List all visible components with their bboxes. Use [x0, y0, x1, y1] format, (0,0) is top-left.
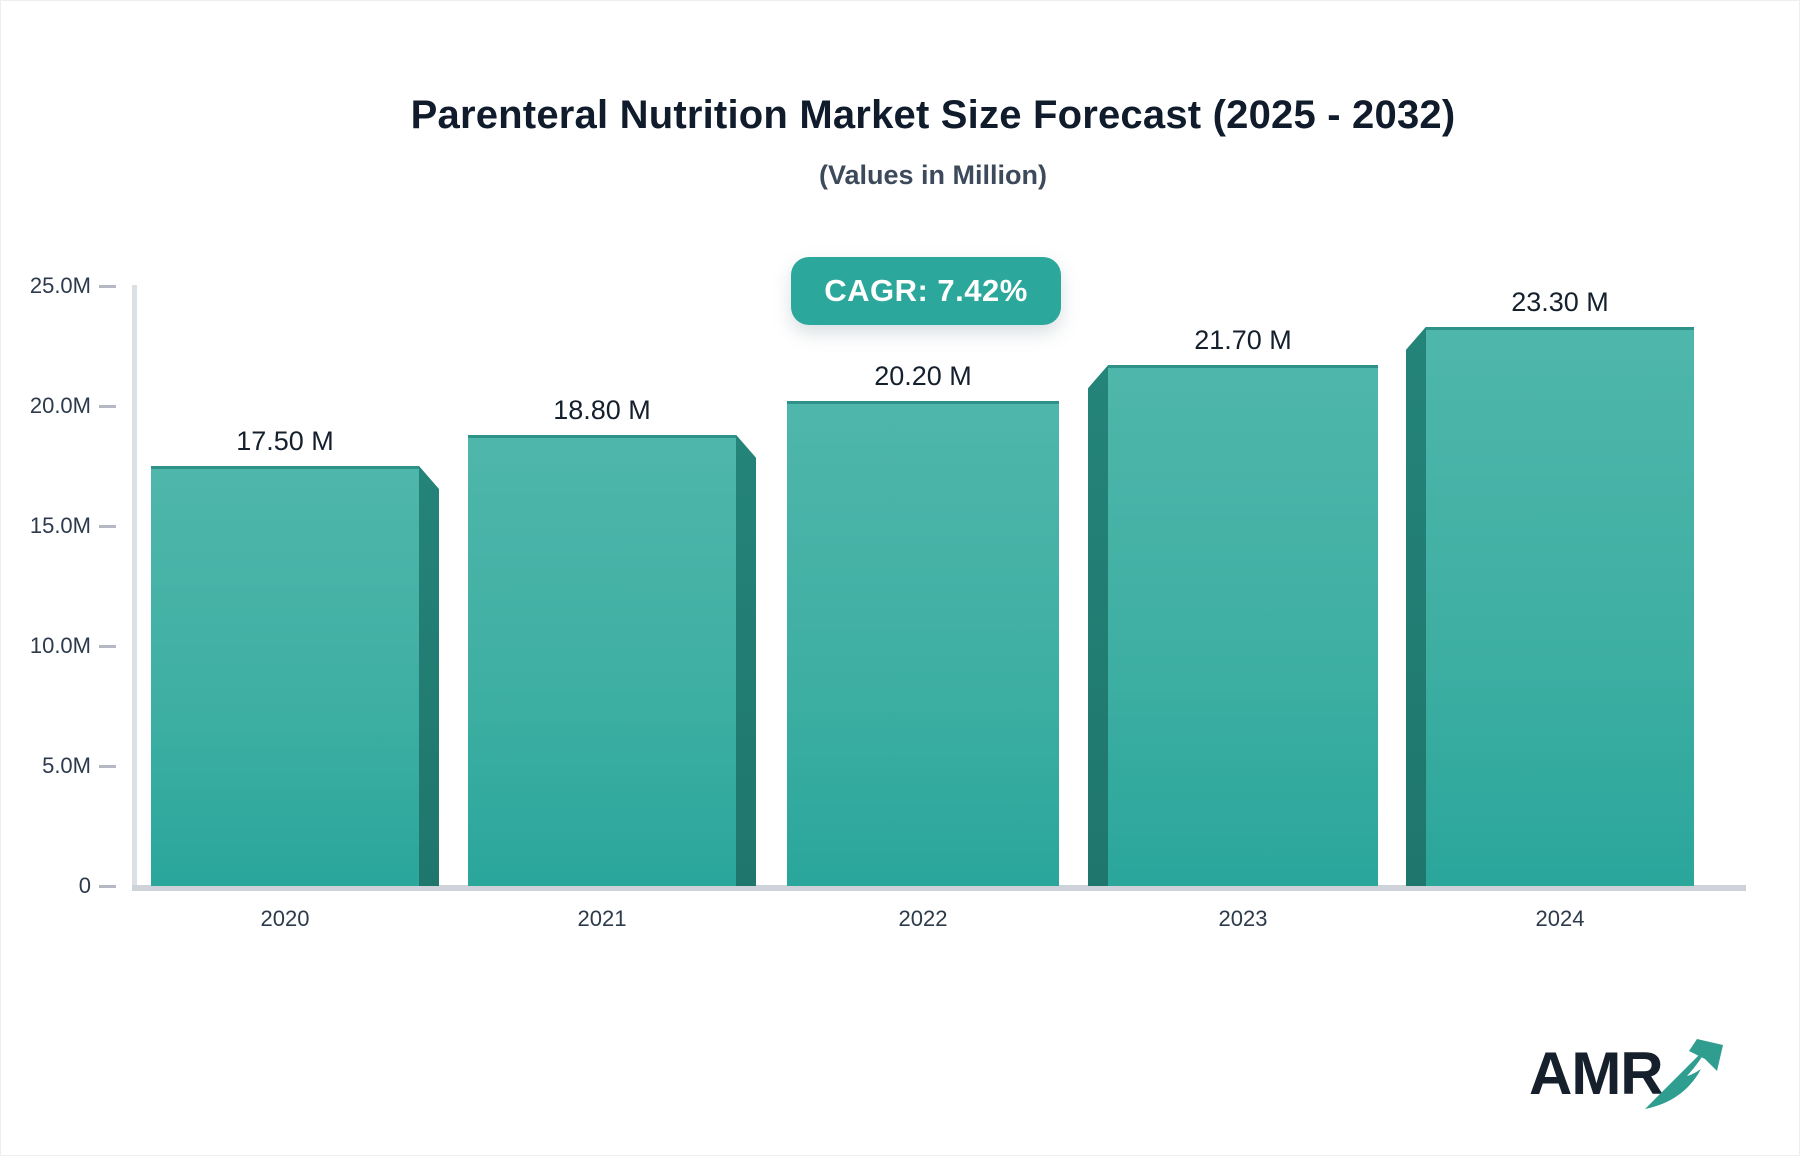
- bar-value-label-2024: 23.30 M: [1511, 286, 1609, 317]
- x-axis-label-2021: 2021: [577, 906, 627, 931]
- x-axis-label-2023: 2023: [1218, 906, 1268, 931]
- y-axis-tick-mark: [99, 765, 116, 768]
- y-axis-tick-mark: [99, 645, 116, 648]
- x-axis-label-2020: 2020: [260, 906, 310, 931]
- y-axis-tick-mark: [99, 525, 116, 528]
- bar-3d-side-2021: [736, 434, 756, 886]
- x-axis-label-2022: 2022: [898, 906, 948, 931]
- y-axis-tick-mark: [99, 885, 116, 888]
- y-axis-tick-mark: [99, 285, 116, 288]
- bar-2023: [1108, 365, 1378, 886]
- bar-value-label-2023: 21.70 M: [1194, 325, 1292, 356]
- growth-arrow-icon: [1645, 1039, 1723, 1109]
- amr-logo-text: AMR: [1529, 1040, 1664, 1107]
- bar-2022: [787, 401, 1059, 886]
- bar-2024: [1426, 326, 1694, 886]
- y-axis-tick-label: 20.0M: [29, 393, 91, 418]
- bar-value-label-2020: 17.50 M: [236, 426, 334, 456]
- y-axis-tick-label: 5.0M: [42, 753, 91, 778]
- x-axis-label-2024: 2024: [1535, 906, 1585, 931]
- bar-value-label-2021: 18.80 M: [553, 394, 651, 425]
- y-axis-tick-label: 25.0M: [29, 273, 91, 298]
- cagr-badge-label: CAGR: 7.42%: [824, 273, 1028, 308]
- cagr-badge: CAGR: 7.42%: [791, 257, 1061, 325]
- bar-2021: [468, 434, 736, 886]
- bar-3d-side-2023: [1088, 365, 1108, 886]
- bar-2020: [151, 466, 419, 886]
- y-axis-tick-mark: [99, 405, 116, 408]
- y-axis-tick-label: 10.0M: [29, 633, 91, 658]
- bar-3d-side-2020: [419, 466, 439, 886]
- y-axis-line: [132, 285, 137, 889]
- chart-subtitle: (Values in Million): [818, 160, 1048, 190]
- y-axis-tick-label: 15.0M: [29, 513, 91, 538]
- x-axis-baseline: [132, 885, 1746, 891]
- bar-3d-side-2024: [1406, 326, 1426, 886]
- amr-logo: AMR: [1529, 1031, 1723, 1121]
- chart-header: Parenteral Nutrition Market Size Forecas…: [71, 93, 1795, 191]
- bar-value-label-2022: 20.20 M: [874, 361, 972, 392]
- y-axis-tick-label: 0: [78, 873, 91, 898]
- chart-title: Parenteral Nutrition Market Size Forecas…: [410, 93, 1456, 137]
